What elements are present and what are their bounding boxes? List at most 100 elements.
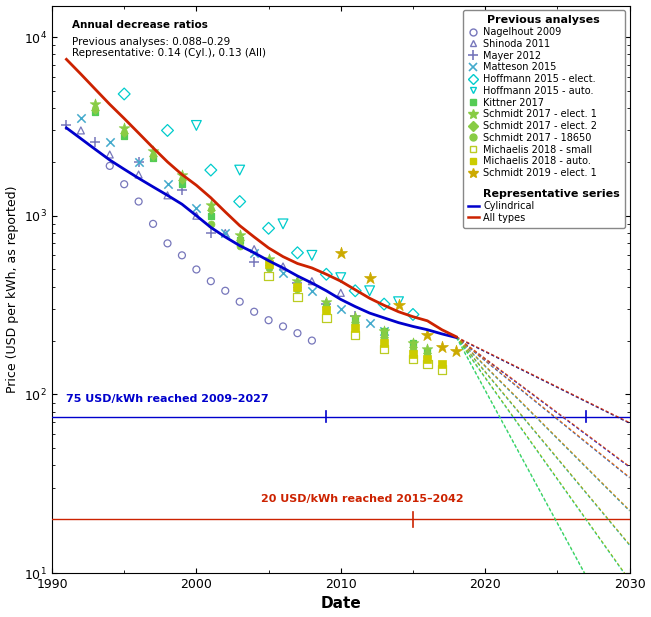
Point (292, 276, 303, 286)
Point (264, 223, 274, 233)
Point (321, 302, 331, 312)
Point (278, 219, 288, 229)
Point (422, 359, 433, 369)
Point (176, 175, 187, 185)
Point (249, 257, 259, 267)
Point (365, 273, 375, 283)
Point (350, 330, 361, 340)
Point (292, 328, 303, 338)
Point (249, 248, 259, 258)
Point (162, 125, 173, 135)
Point (264, 259, 274, 268)
Point (335, 273, 346, 283)
Point (119, 89, 130, 99)
Point (206, 276, 216, 286)
Point (393, 297, 404, 307)
Point (350, 315, 361, 325)
Point (206, 219, 216, 229)
Point (437, 365, 447, 375)
Point (422, 346, 433, 356)
Point (119, 180, 130, 189)
Point (105, 161, 115, 171)
Point (249, 244, 259, 254)
Point (292, 248, 303, 258)
Point (220, 228, 230, 238)
Point (335, 248, 346, 258)
Point (133, 157, 144, 167)
Point (249, 307, 259, 317)
Point (408, 342, 418, 352)
Point (365, 318, 375, 328)
Point (76, 125, 86, 135)
Point (90, 99, 100, 109)
Point (61, 120, 72, 130)
Point (176, 184, 187, 194)
Point (451, 346, 462, 356)
Point (90, 105, 100, 115)
Point (191, 265, 202, 275)
Point (133, 157, 144, 167)
Point (148, 219, 158, 229)
Point (90, 107, 100, 117)
Point (264, 260, 274, 270)
Point (350, 312, 361, 322)
Point (379, 333, 389, 342)
Point (191, 120, 202, 130)
Point (278, 268, 288, 278)
Point (119, 128, 130, 138)
Point (379, 326, 389, 336)
Point (307, 276, 317, 286)
Point (365, 286, 375, 296)
Point (162, 191, 173, 201)
Point (105, 136, 115, 146)
Point (350, 311, 361, 321)
Point (191, 204, 202, 213)
Point (206, 165, 216, 175)
Text: 20 USD/kWh reached 2015–2042: 20 USD/kWh reached 2015–2042 (261, 494, 464, 504)
Point (379, 326, 389, 336)
Point (350, 286, 361, 296)
Point (379, 299, 389, 309)
Point (133, 197, 144, 207)
Point (321, 302, 331, 312)
Point (292, 282, 303, 292)
Text: Annual decrease ratios: Annual decrease ratios (72, 20, 208, 30)
Point (321, 299, 331, 309)
Point (119, 131, 130, 141)
Point (234, 297, 245, 307)
Point (335, 304, 346, 314)
Point (191, 211, 202, 221)
Point (176, 180, 187, 189)
Point (234, 165, 245, 175)
Point (148, 153, 158, 163)
Point (234, 197, 245, 207)
Point (220, 286, 230, 296)
Point (422, 344, 433, 354)
Point (292, 282, 303, 292)
Y-axis label: Price (USD per kWh, as reported): Price (USD per kWh, as reported) (6, 186, 19, 393)
Point (437, 359, 447, 369)
Point (234, 235, 245, 245)
Point (206, 211, 216, 221)
Point (307, 336, 317, 346)
Point (292, 282, 303, 292)
Point (133, 170, 144, 180)
Point (422, 348, 433, 358)
Point (422, 330, 433, 340)
Point (278, 321, 288, 331)
Point (379, 337, 389, 347)
Point (379, 344, 389, 354)
Point (379, 326, 389, 336)
Point (321, 313, 331, 323)
Point (176, 170, 187, 180)
Point (264, 315, 274, 325)
Point (350, 317, 361, 326)
Point (437, 342, 447, 352)
Point (307, 251, 317, 260)
Point (162, 180, 173, 189)
Point (292, 284, 303, 294)
Point (408, 345, 418, 355)
Point (264, 263, 274, 273)
Text: Previous analyses: 0.088–0.29
Representative: 0.14 (Cyl.), 0.13 (All): Previous analyses: 0.088–0.29 Representa… (72, 37, 266, 59)
Point (148, 151, 158, 161)
